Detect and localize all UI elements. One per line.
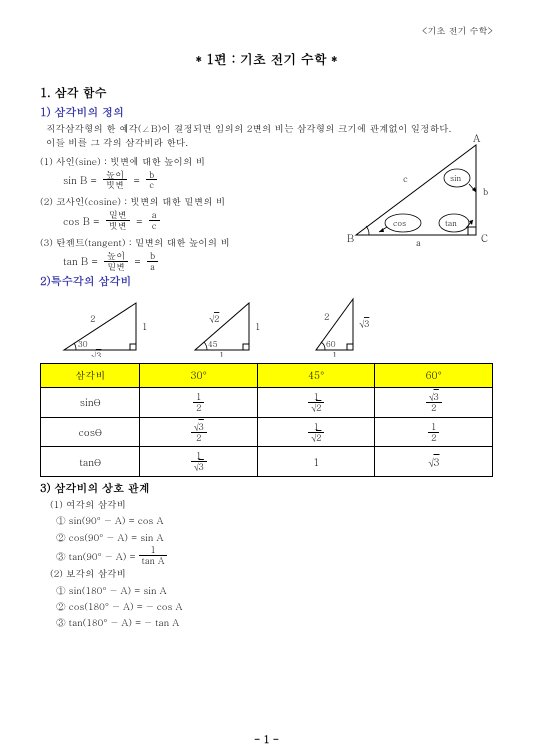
rel1-2: ② cos(90° − A) = sin A bbox=[56, 529, 493, 545]
tri45-ang: 45 bbox=[208, 339, 218, 350]
cos-30: √32 bbox=[140, 417, 258, 447]
rel2-2: ② cos(180° − A) = − cos A bbox=[56, 598, 493, 614]
triangle-60: 2 √3 60 1 bbox=[308, 295, 393, 357]
page-number: - 1 - bbox=[0, 732, 533, 746]
tri30-hyp: 2 bbox=[90, 312, 95, 325]
side-a: a bbox=[416, 236, 421, 249]
tri30-opp: 1 bbox=[142, 320, 147, 333]
label-cos: cos bbox=[393, 218, 406, 229]
cos-45: 1√2 bbox=[257, 417, 375, 447]
tri45-opp: 1 bbox=[255, 320, 260, 333]
relations-list: (1) 여각의 삼각비 ① sin(90° − A) = cos A ② cos… bbox=[50, 496, 493, 630]
main-title: * 1편 : 기초 전기 수학 * bbox=[40, 49, 493, 68]
row-sin: sinθ bbox=[41, 387, 140, 417]
tan-60: √3 bbox=[375, 447, 493, 477]
triangle-30: 2 1 30 √3 bbox=[56, 295, 151, 357]
sec1-3-title: 3) 삼각비의 상호 관계 bbox=[40, 481, 493, 496]
triangle-45: √2 1 45 1 bbox=[187, 295, 272, 357]
th-60: 60° bbox=[375, 363, 493, 387]
formula-tan: tan B = 높이밑변 = ba bbox=[60, 251, 493, 272]
tri60-adj: 1 bbox=[332, 349, 337, 357]
frac-sin-bot: 빗변 bbox=[103, 180, 127, 190]
sin-60: √32 bbox=[375, 387, 493, 417]
tan-lhs: tan B = bbox=[63, 254, 98, 268]
vertex-b: B bbox=[347, 231, 354, 245]
row-tan: tanθ bbox=[41, 447, 140, 477]
special-triangles-row: 2 1 30 √3 √2 1 45 1 2 √3 60 1 bbox=[56, 295, 493, 357]
frac-cos-bot: 빗변 bbox=[106, 221, 130, 231]
side-c: c bbox=[403, 172, 408, 185]
equals-2: = bbox=[136, 214, 142, 228]
tri30-adj: √3 bbox=[91, 349, 101, 357]
section-trig: 1. 삼각 함수 1) 삼각비의 정의 직각삼각형의 한 예각(∠B)이 결정되… bbox=[40, 84, 493, 272]
vertex-a: A bbox=[473, 131, 481, 145]
tri45-hyp: √2 bbox=[209, 312, 219, 325]
row-cos: cosθ bbox=[41, 417, 140, 447]
th-45: 45° bbox=[257, 363, 375, 387]
main-triangle-diagram: A B C a b c cos tan sin bbox=[341, 130, 501, 250]
th-30: 30° bbox=[140, 363, 258, 387]
label-tan: tan bbox=[445, 218, 457, 229]
equals-1: = bbox=[133, 173, 139, 187]
sec1-1-title: 1) 삼각비의 정의 bbox=[40, 105, 493, 120]
header-right: <기초 전기 수학> bbox=[40, 24, 493, 37]
sin-30: 12 bbox=[140, 387, 258, 417]
trig-ratio-table: 삼각비 30° 45° 60° sinθ 12 1√2 √32 cosθ √32… bbox=[40, 363, 493, 477]
rel1-3-pre: ③ tan(90° − A) = bbox=[56, 549, 139, 563]
rel1-head: (1) 여각의 삼각비 bbox=[50, 496, 493, 512]
frac-tan-bot: 밑변 bbox=[104, 262, 128, 272]
tri60-opp: √3 bbox=[359, 317, 369, 330]
frac-cos2-bot: c bbox=[149, 221, 160, 231]
tan-30: 1√3 bbox=[140, 447, 258, 477]
tan-45: 1 bbox=[257, 447, 375, 477]
cos-lhs: cos B = bbox=[63, 214, 99, 228]
rel1-3: ③ tan(90° − A) = 1tan A bbox=[56, 545, 493, 566]
rel2-head: (2) 보각의 삼각비 bbox=[50, 565, 493, 581]
th-ratio: 삼각비 bbox=[41, 363, 140, 387]
rel2-1: ① sin(180° − A) = sin A bbox=[56, 582, 493, 598]
cos-60: 12 bbox=[375, 417, 493, 447]
sin-lhs: sin B = bbox=[63, 173, 97, 187]
frac-tan2-bot: a bbox=[147, 262, 158, 272]
sec1-title: 1. 삼각 함수 bbox=[40, 84, 493, 101]
vertex-c: C bbox=[481, 231, 488, 245]
sec1-2-title: 2)특수각의 삼각비 bbox=[40, 274, 493, 289]
rel2-3: ③ tan(180° − A) = − tan A bbox=[56, 614, 493, 630]
equals-3: = bbox=[134, 254, 140, 268]
rel1-1: ① sin(90° − A) = cos A bbox=[56, 512, 493, 528]
sin-45: 1√2 bbox=[257, 387, 375, 417]
rel1-3-bot: tan A bbox=[139, 556, 168, 566]
frac-sin2-bot: c bbox=[146, 180, 157, 190]
tri30-ang: 30 bbox=[78, 339, 88, 350]
tri45-adj: 1 bbox=[219, 349, 224, 357]
tri60-hyp: 2 bbox=[324, 310, 329, 323]
side-b: b bbox=[483, 185, 488, 198]
label-sin: sin bbox=[450, 173, 461, 184]
